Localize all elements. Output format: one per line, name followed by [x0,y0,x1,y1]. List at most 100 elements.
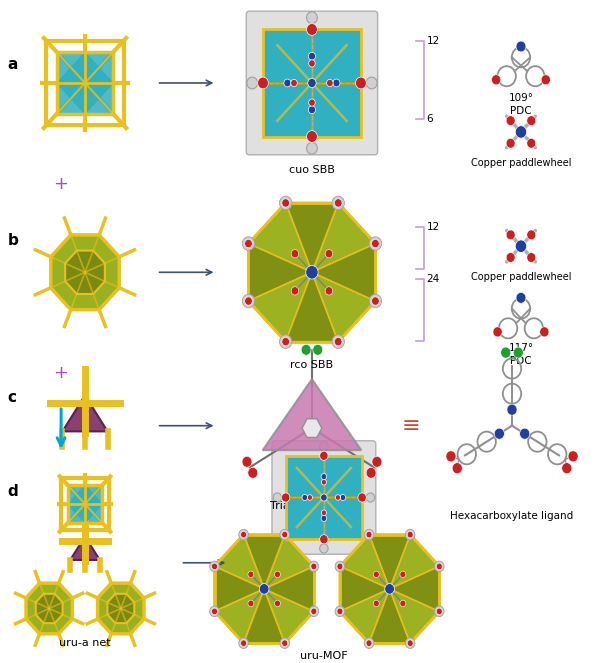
Circle shape [334,337,342,346]
Circle shape [280,335,292,348]
Polygon shape [369,534,410,589]
Polygon shape [248,272,312,341]
Polygon shape [248,203,376,341]
Circle shape [335,606,345,617]
Circle shape [371,297,379,305]
Circle shape [335,495,340,501]
Polygon shape [215,589,264,643]
Circle shape [311,563,317,570]
FancyBboxPatch shape [272,441,376,554]
Text: uru-MOF: uru-MOF [300,651,348,661]
Circle shape [501,347,511,358]
Text: 12: 12 [427,36,440,46]
Text: PDC: PDC [510,106,532,116]
Polygon shape [51,235,119,310]
Circle shape [248,467,258,478]
Polygon shape [312,243,376,301]
Polygon shape [369,589,410,643]
Circle shape [281,493,290,502]
Polygon shape [244,589,285,643]
Polygon shape [286,203,338,272]
Circle shape [247,77,257,89]
Circle shape [372,456,382,467]
Polygon shape [340,589,389,643]
Polygon shape [312,203,376,272]
Circle shape [257,77,268,89]
Circle shape [446,451,456,462]
Circle shape [291,80,298,87]
Circle shape [308,78,316,88]
Text: PDC: PDC [510,356,532,366]
Circle shape [321,473,326,479]
Circle shape [248,571,254,577]
Circle shape [349,123,359,135]
Circle shape [308,99,315,106]
Circle shape [506,139,515,148]
Text: Copper paddlewheel: Copper paddlewheel [471,272,571,282]
Text: a: a [7,57,18,72]
Text: +: + [53,175,68,193]
Circle shape [301,344,311,355]
Circle shape [333,79,340,87]
Circle shape [337,563,343,570]
Polygon shape [215,534,314,643]
Polygon shape [57,52,113,113]
Circle shape [364,638,374,648]
Circle shape [434,606,444,617]
Polygon shape [264,566,314,611]
Circle shape [321,515,326,521]
Circle shape [242,237,254,251]
Text: 24: 24 [427,274,440,284]
Circle shape [520,428,530,439]
Polygon shape [248,243,312,301]
Circle shape [287,529,295,538]
Circle shape [275,571,280,577]
Circle shape [568,451,578,462]
Circle shape [349,31,359,42]
Circle shape [241,531,247,538]
Circle shape [320,451,328,460]
Circle shape [212,563,217,570]
Circle shape [494,428,505,439]
Circle shape [436,563,442,570]
Text: Triangular core: Triangular core [270,501,353,511]
Circle shape [241,640,247,646]
Circle shape [506,230,515,240]
Circle shape [280,638,290,648]
Polygon shape [62,395,107,432]
Circle shape [334,199,342,207]
Circle shape [358,493,366,502]
Circle shape [280,529,290,540]
Polygon shape [389,534,439,589]
Circle shape [373,600,379,607]
Circle shape [506,116,515,125]
Circle shape [308,106,316,113]
Circle shape [245,239,252,248]
Circle shape [212,608,217,615]
Circle shape [371,239,379,248]
Circle shape [527,230,536,240]
Circle shape [516,41,526,52]
Text: ≡: ≡ [401,416,420,436]
Circle shape [282,337,289,346]
Polygon shape [26,583,73,634]
Circle shape [326,80,333,87]
Circle shape [313,344,323,355]
Circle shape [320,494,327,501]
Text: rco SBB: rco SBB [290,361,334,371]
Polygon shape [248,203,312,272]
Polygon shape [36,594,62,623]
Circle shape [513,347,523,358]
Circle shape [340,495,346,501]
Circle shape [322,479,326,485]
Polygon shape [215,566,264,611]
Circle shape [335,561,345,572]
Polygon shape [340,566,389,611]
Polygon shape [263,29,361,137]
Circle shape [407,531,413,538]
Polygon shape [263,379,361,450]
Circle shape [306,266,318,279]
Polygon shape [340,534,439,643]
Circle shape [309,606,319,617]
Polygon shape [68,485,102,523]
